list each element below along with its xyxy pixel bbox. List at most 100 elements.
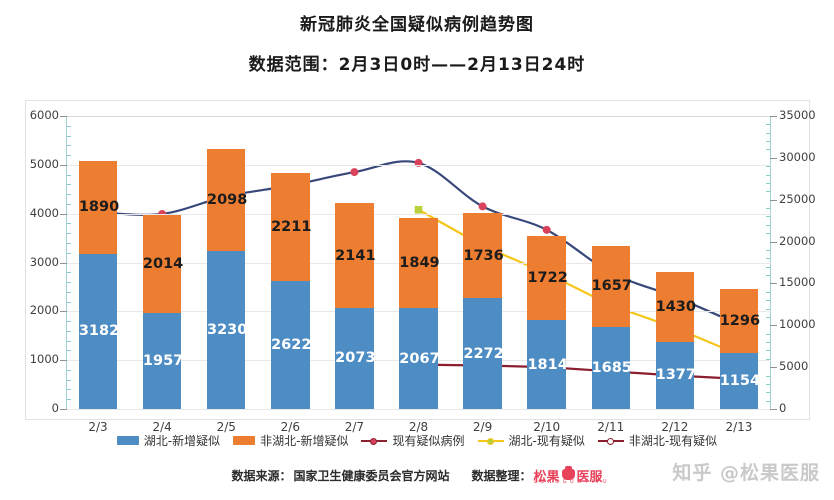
bar-value-hubei: 1957	[142, 353, 184, 370]
y2-axis-tick-label: 15000	[779, 275, 816, 290]
bar-segment-non-hubei[interactable]	[142, 215, 182, 314]
y2-axis-tick	[770, 409, 777, 410]
chart-legend: 湖北-新增疑似 非湖北-新增疑似 现有疑似病例 湖北-现有疑似 非湖北-现有疑似	[0, 432, 834, 449]
page-title: 新冠肺炎全国疑似病例趋势图	[300, 15, 534, 35]
y2-axis-tick-label: 10000	[779, 317, 816, 332]
gridline	[66, 409, 771, 410]
bar-segment-hubei[interactable]	[142, 313, 182, 409]
y-axis-minor-tick	[67, 330, 71, 332]
bar-value-non-hubei: 1296	[719, 313, 761, 330]
legend-item[interactable]: 湖北-新增疑似	[116, 432, 220, 449]
x-axis-tick-label: 2/4	[152, 420, 172, 434]
bar-value-hubei: 1154	[719, 372, 761, 389]
y-axis-tick	[60, 164, 67, 166]
bar-value-hubei: 2067	[399, 350, 440, 367]
y-axis-minor-tick	[67, 242, 71, 244]
legend-marker-icon	[486, 437, 494, 445]
bar-segment-hubei[interactable]	[591, 326, 630, 409]
y2-axis-minor-tick	[766, 124, 770, 126]
legend-item[interactable]: 非湖北-新增疑似	[233, 432, 348, 449]
page-subtitle: 数据范围：2月3日0时——2月13日24时	[248, 55, 586, 75]
y2-axis-tick	[770, 116, 777, 117]
brand-text-right: 医服	[576, 470, 603, 485]
bar-segment-hubei[interactable]	[207, 251, 246, 409]
bar-segment-non-hubei[interactable]	[207, 148, 246, 252]
y-axis-tick	[60, 213, 67, 215]
data-source-value: 国家卫生健康委员会官方网站	[293, 469, 450, 483]
y2-axis-minor-tick	[766, 316, 770, 318]
bar-value-non-hubei: 2211	[271, 218, 312, 235]
bar-segment-non-hubei[interactable]	[335, 203, 374, 308]
gridline	[66, 116, 771, 117]
y2-axis-minor-tick	[766, 350, 770, 352]
chart-panel: 0 1000 2000 3000 4000 5000 6000 0 5000 10000 15000…	[25, 100, 816, 434]
x-axis-tick-label: 2/3	[88, 420, 108, 434]
y-axis-tick	[60, 360, 67, 362]
watermark: 知乎 @松果医服	[672, 462, 820, 484]
bar-segment-non-hubei[interactable]	[655, 271, 695, 342]
bar-segment-hubei[interactable]	[399, 308, 438, 409]
x-axis-tick-label: 2/10	[533, 420, 561, 434]
bar-value-non-hubei: 1657	[591, 278, 632, 295]
y2-axis-minor-tick	[766, 174, 770, 176]
bar-segment-non-hubei[interactable]	[78, 161, 118, 254]
y-axis-minor-tick	[67, 145, 71, 147]
bar-segment-hubei[interactable]	[655, 341, 695, 409]
y2-axis-minor-tick	[766, 333, 770, 335]
bar-value-non-hubei: 1849	[399, 254, 440, 271]
bar-group[interactable]: 2067 1849	[399, 116, 440, 409]
y2-axis-minor-tick	[766, 149, 770, 151]
legend-item[interactable]: 现有疑似病例	[361, 432, 465, 449]
y2-axis-tick-label: 5000	[779, 359, 809, 374]
y2-axis-minor-tick	[766, 308, 770, 310]
bar-group[interactable]: 1814 1722	[527, 116, 568, 409]
bar-value-hubei: 2272	[463, 345, 504, 362]
y-axis-minor-tick	[67, 291, 71, 293]
bar-group[interactable]: 1957 2014	[142, 116, 184, 409]
y-axis-tick-label: 2000	[29, 303, 59, 318]
bar-segment-non-hubei[interactable]	[527, 236, 566, 321]
x-axis-tick-label: 2/12	[661, 420, 689, 434]
bar-segment-non-hubei[interactable]	[719, 289, 759, 353]
bar-segment-hubei[interactable]	[271, 280, 310, 409]
y-axis-minor-tick	[67, 174, 71, 176]
bar-value-non-hubei: 1736	[463, 247, 504, 264]
title-block: 新冠肺炎全国疑似病例趋势图 数据范围：2月3日0时——2月13日24时	[0, 0, 834, 76]
y-axis-tick-label: 0	[51, 401, 59, 415]
bar-segment-hubei[interactable]	[719, 352, 759, 409]
legend-item[interactable]: 非湖北-现有疑似	[597, 432, 717, 449]
y2-axis-minor-tick	[766, 342, 770, 344]
bar-group[interactable]: 1377 1430	[655, 116, 696, 409]
bar-group[interactable]: 2073 2141	[335, 116, 376, 409]
y2-axis-minor-tick	[766, 224, 770, 226]
bar-segment-hubei[interactable]	[463, 298, 502, 409]
bar-group[interactable]: 3230 2098	[207, 116, 248, 409]
bar-segment-hubei[interactable]	[527, 320, 566, 409]
bar-segment-hubei[interactable]	[335, 307, 374, 409]
bar-group[interactable]: 2622 2211	[271, 116, 312, 409]
legend-item[interactable]: 湖北-现有疑似	[477, 432, 585, 449]
x-axis-tick-label: 2/11	[597, 420, 625, 434]
y2-axis-tick	[770, 241, 777, 243]
legend-label: 现有疑似病例	[392, 434, 465, 448]
bar-segment-non-hubei[interactable]	[399, 217, 438, 309]
bar-group[interactable]: 3182 1890	[78, 116, 119, 409]
bar-segment-non-hubei[interactable]	[591, 245, 630, 327]
bar-segment-non-hubei[interactable]	[271, 173, 310, 281]
y2-axis-minor-tick	[766, 191, 770, 193]
bar-group[interactable]: 1154 1296	[719, 116, 761, 409]
y2-axis-tick	[770, 283, 777, 285]
x-axis-tick-label: 2/6	[280, 420, 300, 434]
plot-area: 0 1000 2000 3000 4000 5000 6000 0 5000 10000 15000…	[30, 109, 816, 434]
bar-value-non-hubei: 2098	[207, 192, 248, 209]
y-axis-minor-tick	[67, 203, 71, 205]
legend-swatch-line	[361, 436, 388, 446]
bar-segment-hubei[interactable]	[78, 253, 118, 409]
bar-segment-non-hubei[interactable]	[463, 213, 502, 299]
bar-group[interactable]: 1685 1657	[591, 116, 632, 409]
bar-group[interactable]: 2272 1736	[463, 116, 504, 409]
legend-swatch-line	[477, 436, 504, 446]
x-axis-tick-label: 2/7	[344, 420, 365, 434]
y-axis-tick	[60, 262, 67, 264]
gridline	[66, 213, 771, 215]
